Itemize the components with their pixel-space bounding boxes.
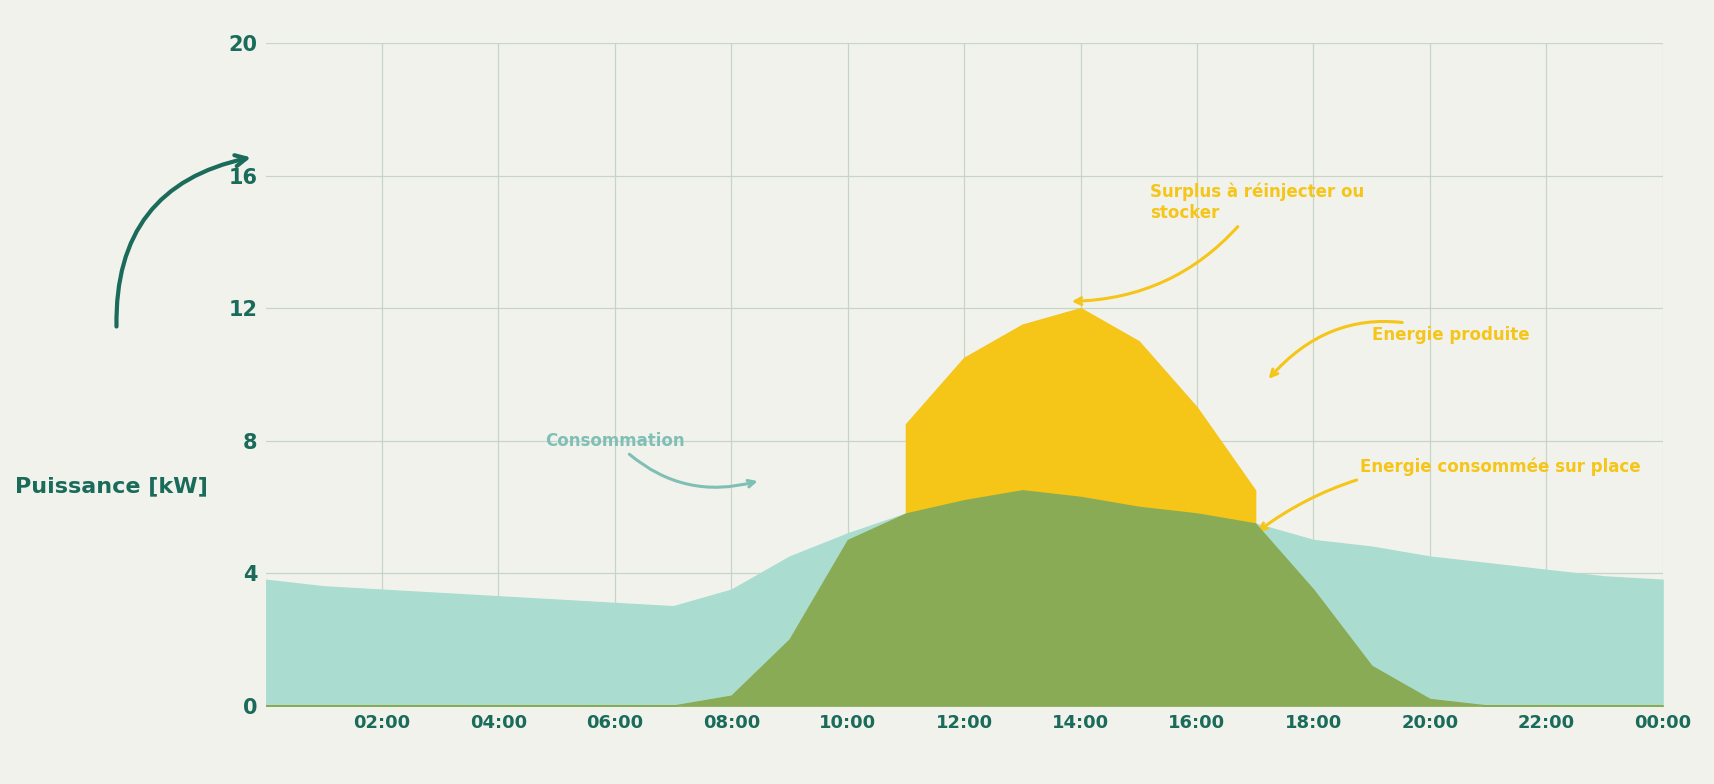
Text: Consommation: Consommation (545, 432, 754, 488)
Text: Surplus à réinjecter ou
stocker: Surplus à réinjecter ou stocker (1075, 183, 1364, 304)
Text: Energie consommée sur place: Energie consommée sur place (1260, 458, 1640, 530)
Text: Energie produite: Energie produite (1270, 321, 1529, 376)
Text: Puissance [kW]: Puissance [kW] (15, 476, 207, 496)
